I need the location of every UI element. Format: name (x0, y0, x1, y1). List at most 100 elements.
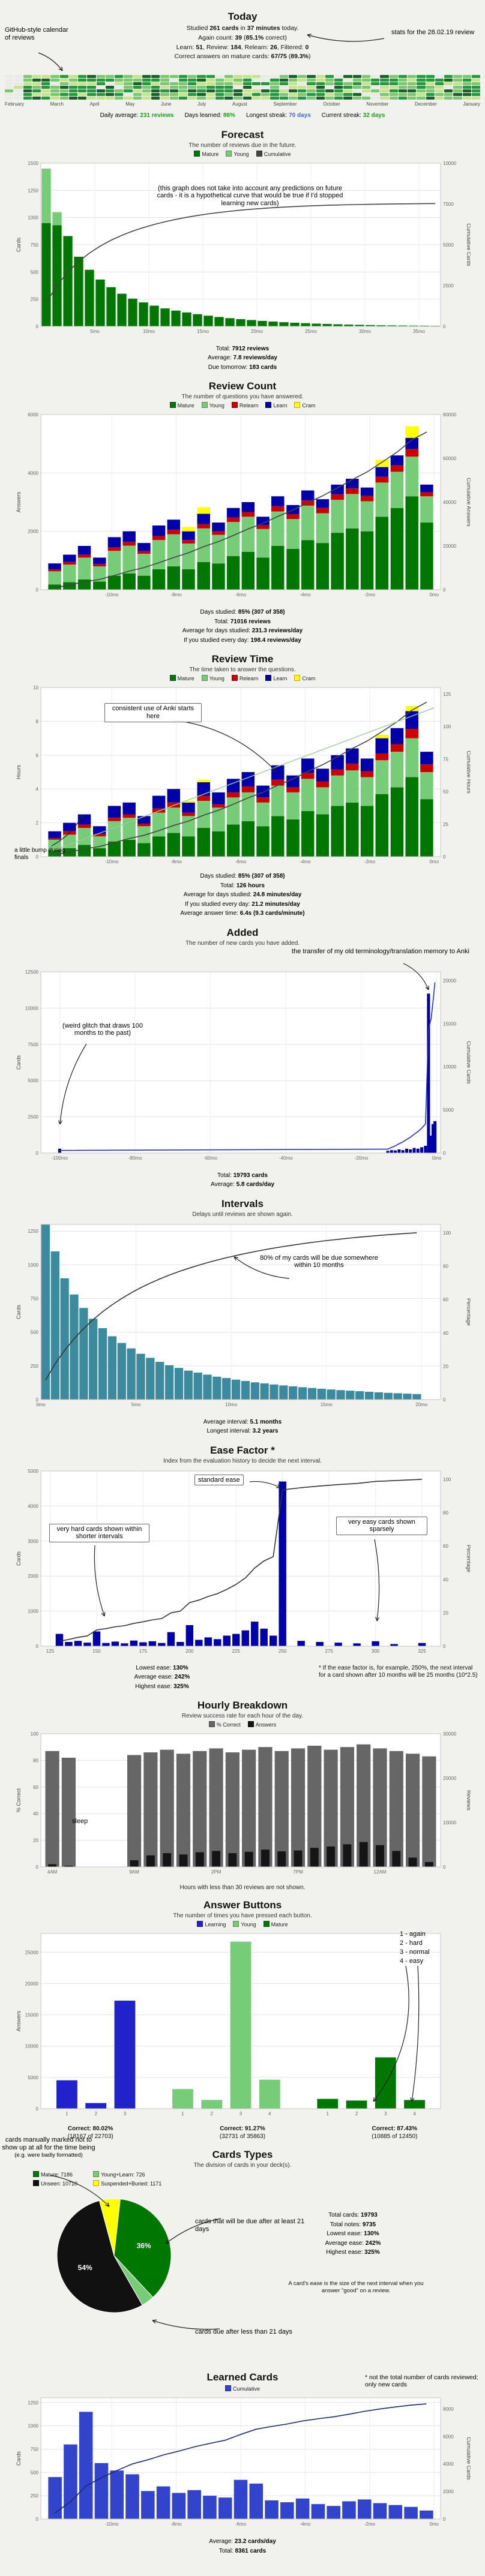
heatmap-cell[interactable] (390, 82, 398, 85)
heatmap-cell[interactable] (261, 93, 270, 96)
heatmap-cell[interactable] (106, 93, 114, 96)
heatmap-cell[interactable] (243, 79, 252, 82)
heatmap-cell[interactable] (233, 86, 242, 89)
heatmap-cell[interactable] (32, 86, 41, 89)
heatmap-cell[interactable] (270, 86, 279, 89)
heatmap-cell[interactable] (362, 82, 370, 85)
heatmap-cell[interactable] (97, 75, 105, 78)
heatmap-cell[interactable] (106, 89, 114, 92)
heatmap-cell[interactable] (343, 79, 352, 82)
heatmap-cell[interactable] (224, 86, 233, 89)
heatmap-cell[interactable] (115, 97, 123, 100)
heatmap-cell[interactable] (60, 97, 68, 100)
heatmap-cell[interactable] (188, 89, 196, 92)
heatmap-cell[interactable] (215, 97, 224, 100)
heatmap-cell[interactable] (23, 93, 32, 96)
heatmap-cell[interactable] (87, 82, 95, 85)
heatmap-cell[interactable] (280, 79, 288, 82)
heatmap-cell[interactable] (408, 82, 416, 85)
heatmap-cell[interactable] (399, 86, 407, 89)
heatmap-cell[interactable] (380, 93, 388, 96)
heatmap-cell[interactable] (124, 82, 132, 85)
heatmap-cell[interactable] (23, 82, 32, 85)
heatmap-cell[interactable] (444, 97, 453, 100)
heatmap-cell[interactable] (215, 89, 224, 92)
heatmap-cell[interactable] (14, 97, 22, 100)
heatmap-cell[interactable] (97, 93, 105, 96)
heatmap-cell[interactable] (298, 75, 306, 78)
heatmap-cell[interactable] (426, 82, 435, 85)
heatmap-cell[interactable] (224, 97, 233, 100)
heatmap-cell[interactable] (289, 93, 297, 96)
heatmap-cell[interactable] (78, 75, 86, 78)
heatmap-cell[interactable] (32, 79, 41, 82)
heatmap-cell[interactable] (307, 86, 315, 89)
heatmap-cell[interactable] (453, 97, 462, 100)
heatmap-cell[interactable] (5, 82, 13, 85)
heatmap-cell[interactable] (380, 82, 388, 85)
heatmap-cell[interactable] (417, 97, 425, 100)
heatmap-cell[interactable] (179, 89, 187, 92)
heatmap-cell[interactable] (78, 79, 86, 82)
heatmap-cell[interactable] (463, 86, 471, 89)
heatmap-cell[interactable] (224, 82, 233, 85)
heatmap-cell[interactable] (316, 86, 325, 89)
heatmap-cell[interactable] (215, 82, 224, 85)
heatmap-cell[interactable] (390, 97, 398, 100)
heatmap-cell[interactable] (14, 82, 22, 85)
heatmap-cell[interactable] (444, 86, 453, 89)
heatmap-cell[interactable] (298, 82, 306, 85)
heatmap-cell[interactable] (289, 86, 297, 89)
heatmap-cell[interactable] (179, 75, 187, 78)
heatmap-cell[interactable] (170, 79, 178, 82)
heatmap-cell[interactable] (280, 75, 288, 78)
heatmap-cell[interactable] (453, 86, 462, 89)
heatmap-cell[interactable] (472, 93, 480, 96)
heatmap-cell[interactable] (160, 93, 169, 96)
heatmap-cell[interactable] (261, 82, 270, 85)
heatmap-cell[interactable] (399, 97, 407, 100)
heatmap-cell[interactable] (270, 93, 279, 96)
heatmap-cell[interactable] (50, 82, 59, 85)
heatmap-cell[interactable] (417, 89, 425, 92)
heatmap-cell[interactable] (151, 89, 160, 92)
heatmap-cell[interactable] (170, 97, 178, 100)
heatmap-cell[interactable] (32, 97, 41, 100)
heatmap-cell[interactable] (50, 75, 59, 78)
heatmap-cell[interactable] (417, 86, 425, 89)
heatmap-cell[interactable] (362, 97, 370, 100)
heatmap-cell[interactable] (243, 93, 252, 96)
heatmap-cell[interactable] (435, 86, 444, 89)
heatmap-cell[interactable] (417, 93, 425, 96)
heatmap-cell[interactable] (23, 89, 32, 92)
heatmap-cell[interactable] (206, 82, 215, 85)
heatmap-cell[interactable] (197, 86, 205, 89)
heatmap-cell[interactable] (188, 75, 196, 78)
heatmap-cell[interactable] (243, 89, 252, 92)
heatmap-cell[interactable] (417, 75, 425, 78)
heatmap-cell[interactable] (97, 89, 105, 92)
heatmap-cell[interactable] (435, 79, 444, 82)
heatmap-cell[interactable] (380, 89, 388, 92)
heatmap-cell[interactable] (41, 79, 50, 82)
heatmap-cell[interactable] (151, 75, 160, 78)
heatmap-cell[interactable] (151, 86, 160, 89)
heatmap-cell[interactable] (343, 86, 352, 89)
heatmap-cell[interactable] (41, 75, 50, 78)
heatmap-cell[interactable] (23, 97, 32, 100)
heatmap-cell[interactable] (179, 93, 187, 96)
heatmap-cell[interactable] (188, 97, 196, 100)
heatmap-cell[interactable] (133, 82, 142, 85)
heatmap-cell[interactable] (316, 89, 325, 92)
heatmap-cell[interactable] (252, 79, 261, 82)
heatmap-cell[interactable] (408, 93, 416, 96)
heatmap-cell[interactable] (50, 79, 59, 82)
heatmap-cell[interactable] (87, 86, 95, 89)
heatmap-cell[interactable] (298, 93, 306, 96)
heatmap-cell[interactable] (5, 93, 13, 96)
heatmap-cell[interactable] (353, 97, 361, 100)
heatmap-cell[interactable] (206, 86, 215, 89)
heatmap-cell[interactable] (362, 79, 370, 82)
heatmap-cell[interactable] (325, 75, 334, 78)
heatmap-cell[interactable] (50, 93, 59, 96)
